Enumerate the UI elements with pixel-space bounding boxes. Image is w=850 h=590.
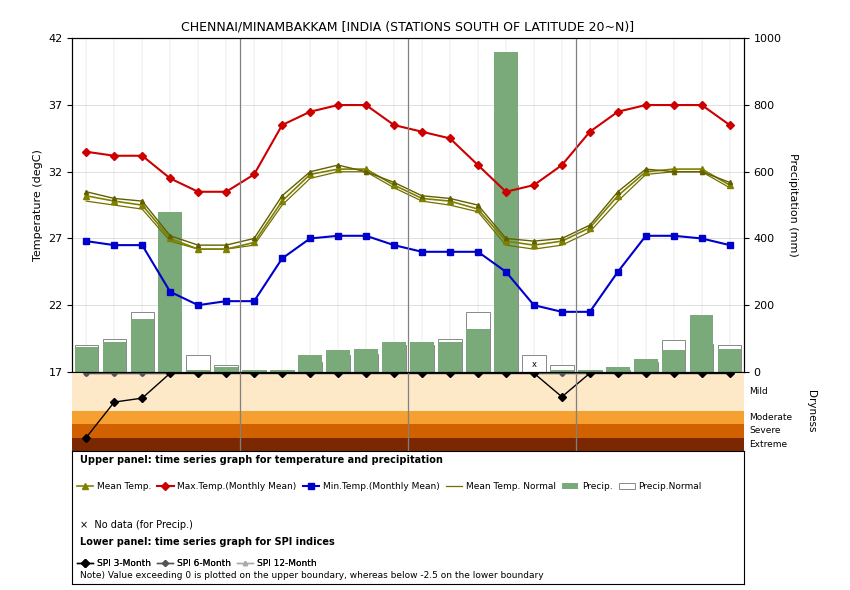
Text: Moderate: Moderate: [750, 414, 792, 422]
Text: CHENNAI/MINAMBAKKAM [INDIA (STATIONS SOUTH OF LATITUDE 20~N)]: CHENNAI/MINAMBAKKAM [INDIA (STATIONS SOU…: [181, 21, 635, 34]
Bar: [578, 370, 602, 372]
Bar: [550, 370, 574, 372]
Bar: [494, 52, 518, 372]
Bar: [72, 438, 744, 451]
Bar: [103, 342, 126, 372]
Text: 2020: 2020: [158, 397, 183, 407]
Text: ×  No data (for Precip.): × No data (for Precip.): [80, 520, 193, 530]
Bar: [186, 355, 210, 372]
Bar: [634, 362, 658, 372]
Bar: [550, 365, 574, 372]
Bar: [242, 370, 266, 372]
Bar: [411, 345, 434, 372]
Bar: [718, 345, 741, 372]
Bar: [326, 355, 349, 372]
Y-axis label: Temperature (degC): Temperature (degC): [32, 149, 42, 261]
Text: Dryness: Dryness: [806, 390, 816, 432]
Bar: [298, 355, 322, 372]
Bar: [214, 365, 238, 372]
Bar: [467, 312, 490, 372]
Bar: [578, 370, 602, 372]
Bar: [354, 353, 377, 372]
Bar: [103, 339, 126, 372]
Text: x: x: [531, 360, 536, 369]
Bar: [439, 339, 462, 372]
Bar: [72, 411, 744, 424]
Bar: [131, 319, 154, 372]
Bar: [522, 355, 546, 372]
Bar: [75, 345, 98, 372]
Bar: [158, 212, 182, 372]
Text: Extreme: Extreme: [750, 440, 787, 448]
Bar: [690, 315, 713, 372]
Text: Lower panel: time series graph for SPI indices: Lower panel: time series graph for SPI i…: [80, 537, 335, 548]
Bar: [690, 343, 713, 372]
Bar: [298, 362, 322, 372]
Bar: [606, 367, 630, 372]
Text: Mild: Mild: [750, 387, 768, 396]
Bar: [382, 342, 405, 372]
Bar: [494, 185, 518, 372]
Bar: [72, 424, 744, 438]
Bar: [75, 347, 98, 372]
Text: Upper panel: time series graph for temperature and precipitation: Upper panel: time series graph for tempe…: [80, 455, 443, 465]
Bar: [72, 372, 744, 411]
Bar: [662, 350, 685, 372]
Bar: [242, 370, 266, 372]
Bar: [270, 370, 294, 372]
Bar: [382, 345, 405, 372]
Bar: [214, 367, 238, 372]
Bar: [326, 350, 349, 372]
Bar: [467, 329, 490, 372]
Bar: [270, 370, 294, 372]
Text: 2022: 2022: [605, 397, 631, 407]
Bar: [634, 359, 658, 372]
Bar: [411, 342, 434, 372]
Bar: [718, 349, 741, 372]
Bar: [606, 370, 630, 372]
Legend: SPI 3-Month, SPI 6-Month, SPI 12-Month: SPI 3-Month, SPI 6-Month, SPI 12-Month: [76, 559, 316, 568]
Text: 2021: 2021: [382, 397, 406, 407]
Text: Severe: Severe: [750, 427, 781, 435]
Bar: [186, 370, 210, 372]
Bar: [439, 342, 462, 372]
Bar: [354, 349, 377, 372]
Y-axis label: Precipitation (mm): Precipitation (mm): [788, 153, 798, 257]
Text: Note) Value exceeding 0 is plotted on the upper boundary, whereas below -2.5 on : Note) Value exceeding 0 is plotted on th…: [80, 571, 544, 580]
Bar: [662, 340, 685, 372]
Bar: [131, 312, 154, 372]
